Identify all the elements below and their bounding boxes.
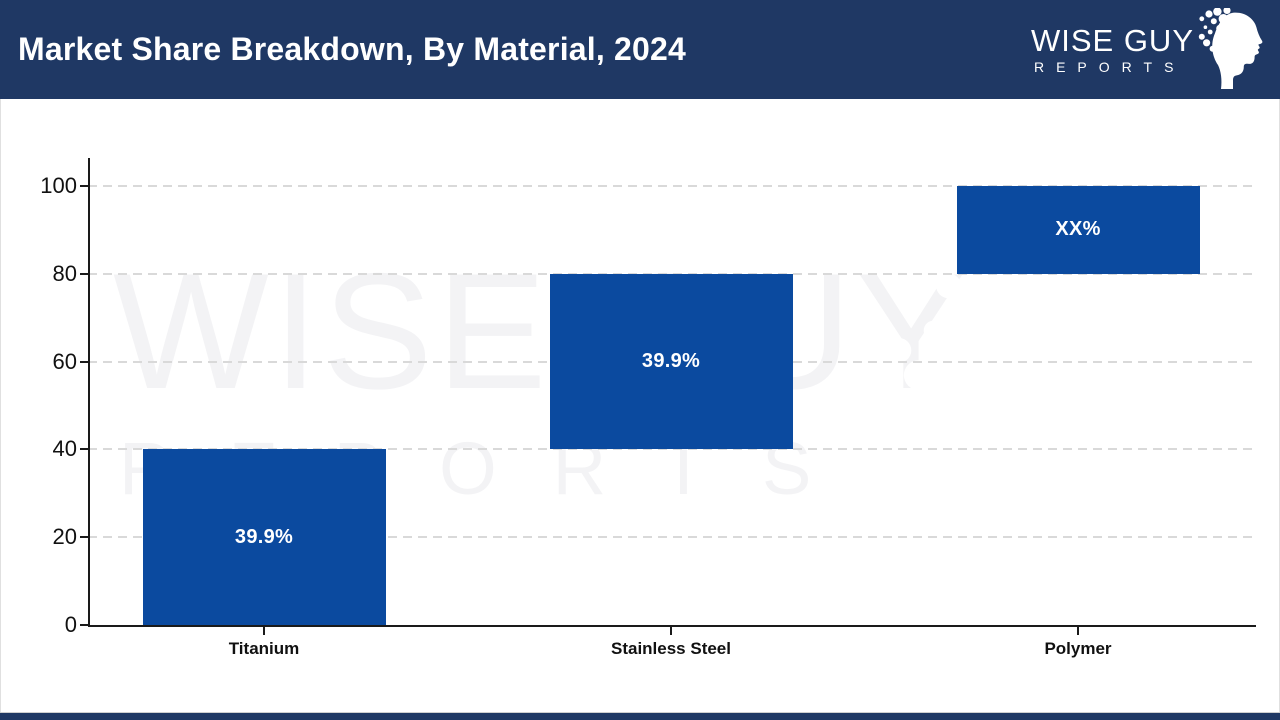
y-tick-label: 100 [40, 173, 77, 198]
y-tick-label: 80 [52, 260, 77, 286]
y-tick-80 [80, 272, 89, 275]
y-tick-100 [80, 185, 89, 187]
x-tick-titanium [263, 627, 265, 635]
gridline-20 [88, 536, 1256, 539]
x-label-polymer: Polymer [1044, 639, 1112, 658]
bar-value-label-stainless-steel: 39.9% [641, 350, 701, 373]
y-tick-label: 0 [64, 612, 77, 637]
bar-value-label-titanium: 39.9% [234, 525, 294, 548]
bar-value-label-polymer: XX% [1055, 218, 1101, 241]
y-tick-60 [80, 360, 89, 363]
y-tick-40 [80, 448, 89, 451]
brand-subtitle: REPORTS [1033, 59, 1186, 75]
gridline-100 [88, 185, 1256, 187]
watermark-head-icon [886, 231, 1150, 567]
y-tick-20 [80, 536, 89, 539]
x-axis-line [88, 625, 1256, 627]
gridline-40 [88, 448, 1256, 451]
bar-titanium: 39.9% [142, 449, 386, 625]
y-tick-label: 40 [52, 436, 77, 462]
y-tick-label: 20 [52, 524, 77, 550]
plot-area: WISE GUY REPORTS 39.9% 39.9% XX% 0 20 40 60 80… [0, 99, 1280, 713]
brand-logo: WISE GUY REPORTS [1031, 6, 1270, 94]
x-tick-stainless-steel [670, 627, 672, 635]
x-label-titanium: Titanium [228, 639, 300, 658]
y-tick-0 [80, 624, 89, 626]
bar-polymer: XX% [956, 186, 1200, 274]
header: Market Share Breakdown, By Material, 202… [0, 0, 1280, 99]
footer-bar [0, 713, 1280, 720]
x-label-stainless-steel: Stainless Steel [610, 639, 731, 658]
x-tick-polymer [1077, 627, 1079, 635]
brand-name: WISE GUY [1030, 23, 1194, 58]
bar-stainless-steel: 39.9% [549, 273, 793, 450]
page-title: Market Share Breakdown, By Material, 202… [18, 31, 687, 67]
y-axis-line [88, 158, 90, 627]
y-tick-label: 60 [52, 348, 77, 374]
brand-logo-text: WISE GUY REPORTS [1031, 24, 1194, 76]
wiseguy-head-icon [1198, 8, 1263, 89]
